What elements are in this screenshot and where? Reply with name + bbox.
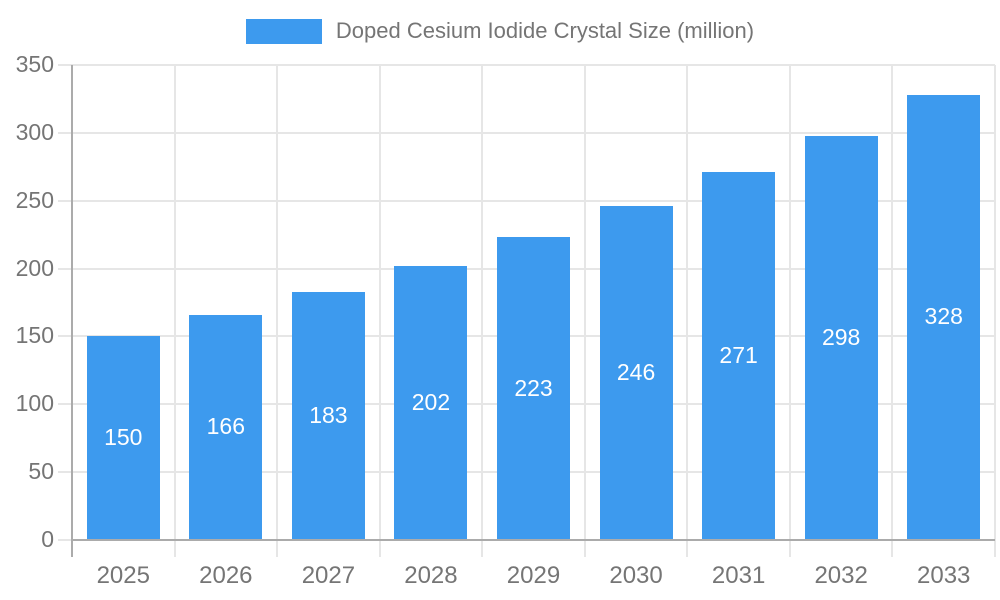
x-gridline [583,65,586,557]
bar [86,336,160,540]
bar-value-label: 223 [514,374,553,401]
x-axis-tick-label: 2029 [506,562,561,589]
x-axis-line [72,539,995,541]
x-axis-tick-label: 2032 [814,562,868,589]
chart-legend-item[interactable]: Doped Cesium Iodide Crystal Size (millio… [0,17,1000,45]
bar-value-label: 202 [411,388,451,415]
bar-value-label: 246 [616,359,656,386]
y-axis-tick-label: 250 [15,186,54,213]
y-axis-tick-label: 100 [15,390,54,417]
bar-value-label: 166 [206,413,246,440]
bar [804,135,878,540]
y-axis-tick-label: 0 [41,526,54,552]
x-gridline [686,65,689,557]
x-axis-tick-label: 2027 [301,562,356,589]
y-gridline [58,199,995,202]
y-gridline [58,64,995,66]
bar-value-label: 183 [309,401,348,428]
y-gridline [58,131,995,134]
bar-value-label: 150 [104,424,143,451]
legend-label: Doped Cesium Iodide Crystal Size (millio… [335,18,755,43]
x-gridline [788,65,791,557]
y-axis-line [71,65,73,557]
y-axis-tick-label: 50 [28,458,54,485]
bar [291,291,365,540]
x-axis-tick-label: 2026 [199,562,253,589]
y-axis-tick-label: 200 [15,254,54,281]
bar [394,265,468,540]
x-axis-tick-label: 2025 [96,562,150,589]
x-gridline [173,65,176,557]
legend-swatch-icon [245,18,322,44]
x-gridline [378,65,381,557]
bar [497,237,570,540]
bar-value-label: 328 [924,303,963,330]
bar [907,94,981,540]
bar [189,314,263,540]
x-gridline [481,65,484,557]
x-axis-tick-label: 2031 [711,562,766,589]
x-gridline [276,65,279,557]
bar-value-label: 271 [719,342,758,369]
x-gridline [891,65,894,557]
y-axis-tick-label: 150 [15,322,54,349]
x-axis-tick-label: 2030 [609,562,663,589]
x-gridline [994,65,996,557]
y-axis-tick-label: 350 [15,51,54,77]
x-axis-tick-label: 2028 [404,562,458,589]
bar [599,206,673,540]
x-axis-tick-label: 2033 [917,562,971,589]
bar-value-label: 298 [821,323,861,350]
y-axis-tick-label: 300 [15,118,54,145]
bar [702,172,776,540]
